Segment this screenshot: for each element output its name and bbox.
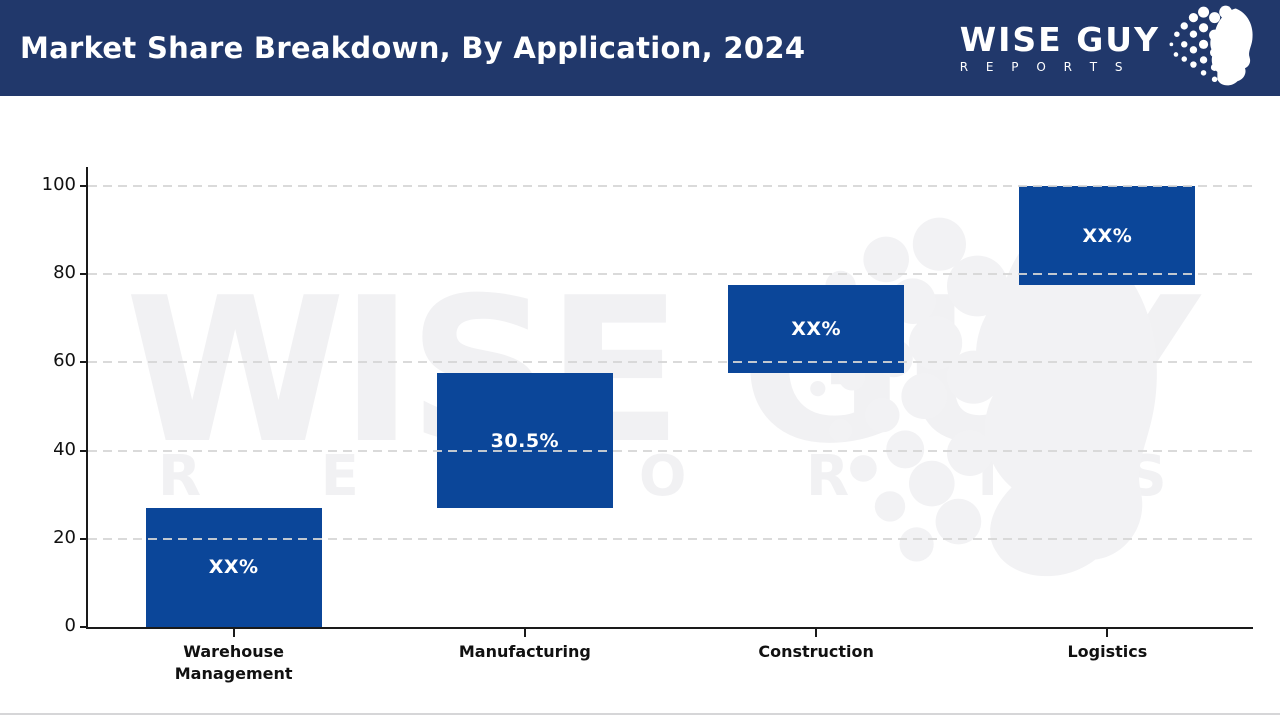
y-tick-label: 20 [53, 526, 76, 548]
gridline [88, 449, 1253, 452]
gridline [88, 185, 1253, 187]
bar-segment: XX% [1019, 186, 1196, 286]
x-tick [1106, 629, 1109, 637]
bar-value-label: XX% [1082, 224, 1133, 247]
y-tick [80, 273, 88, 276]
y-tick-label: 60 [53, 350, 76, 372]
bar-segment: 30.5% [436, 373, 613, 508]
logo: WISE GUY R E P O R T S [960, 5, 1256, 91]
bar-value-label: XX% [208, 556, 259, 579]
y-tick [80, 537, 88, 540]
y-tick [80, 449, 88, 452]
bar-value-label: XX% [791, 318, 842, 341]
x-tick [523, 629, 526, 637]
x-axis-line [86, 627, 1253, 629]
y-tick-label: 100 [41, 174, 76, 195]
page-title: Market Share Breakdown, By Application, … [20, 31, 806, 65]
x-axis-label: Manufacturing [458, 642, 591, 661]
x-tick [815, 629, 818, 637]
gridline [88, 273, 1253, 276]
logo-wordmark: WISE GUY R E P O R T S [960, 23, 1160, 74]
y-tick [80, 185, 88, 187]
gridline [88, 537, 1253, 540]
y-tick-label: 0 [64, 615, 76, 636]
x-axis-label: Construction [758, 642, 874, 661]
y-axis-line [86, 167, 88, 629]
logo-face-icon [1169, 5, 1253, 86]
y-tick-label: 40 [53, 438, 76, 460]
bar-segment: XX% [728, 285, 905, 374]
x-axis-label: Logistics [1067, 642, 1148, 661]
logo-line1: WISE GUY [959, 19, 1160, 59]
bar-segment: XX% [145, 507, 322, 627]
y-tick [80, 626, 88, 628]
x-axis-label: Warehouse Management [174, 642, 293, 683]
logo-line2: R E P O R T S [959, 59, 1130, 74]
header: Market Share Breakdown, By Application, … [0, 0, 1280, 96]
y-tick [80, 361, 88, 364]
gridline [88, 361, 1253, 364]
x-tick [232, 629, 235, 637]
bar-value-label: 30.5% [490, 429, 560, 452]
footer-divider [0, 713, 1280, 715]
y-tick-label: 80 [53, 262, 76, 284]
